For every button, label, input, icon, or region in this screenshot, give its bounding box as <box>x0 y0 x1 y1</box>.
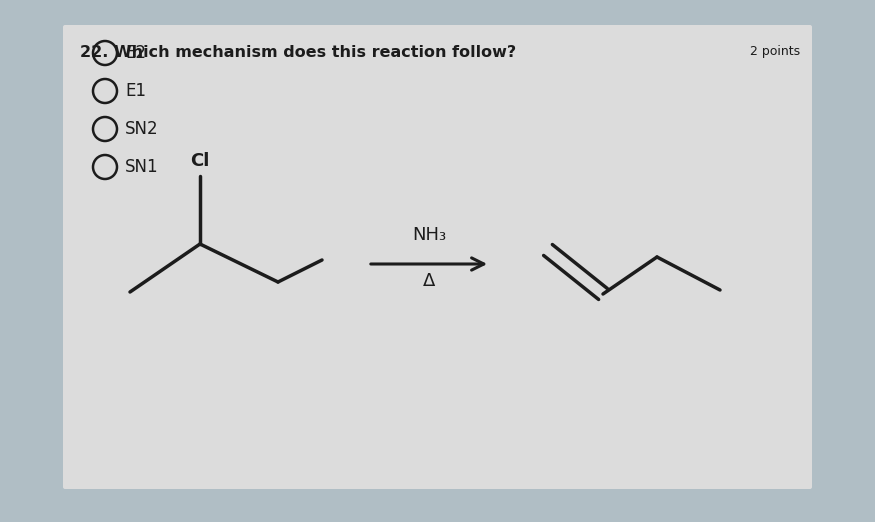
Text: 2 points: 2 points <box>750 45 800 58</box>
Text: E2: E2 <box>125 44 146 62</box>
Text: Cl: Cl <box>191 152 210 170</box>
Text: NH₃: NH₃ <box>412 226 446 244</box>
FancyBboxPatch shape <box>63 25 812 489</box>
Text: Δ: Δ <box>423 272 435 290</box>
Text: E1: E1 <box>125 82 146 100</box>
Text: SN1: SN1 <box>125 158 158 176</box>
Text: SN2: SN2 <box>125 120 158 138</box>
Text: 22. Which mechanism does this reaction follow?: 22. Which mechanism does this reaction f… <box>80 45 516 60</box>
